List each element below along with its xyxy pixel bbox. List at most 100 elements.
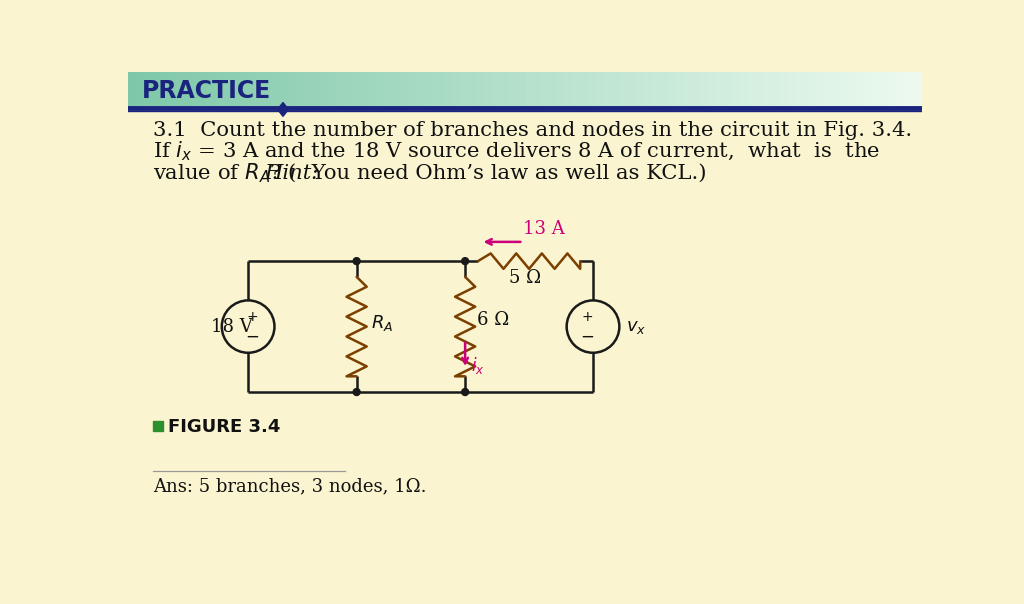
Bar (748, 72, 755, 108)
Bar (168, 72, 176, 108)
Circle shape (462, 388, 469, 396)
Bar (659, 72, 668, 108)
Bar (668, 72, 676, 108)
Bar (279, 72, 287, 108)
Bar (898, 72, 906, 108)
Bar (541, 72, 549, 108)
Bar (350, 72, 358, 108)
Bar (176, 72, 183, 108)
Bar (295, 72, 303, 108)
Bar (581, 72, 589, 108)
Text: value of $R_A$? (: value of $R_A$? ( (153, 162, 296, 185)
Bar (454, 72, 461, 108)
Bar (818, 72, 826, 108)
Bar (215, 72, 223, 108)
Bar (723, 72, 731, 108)
Bar (501, 72, 509, 108)
Bar (422, 72, 430, 108)
Bar (223, 72, 231, 108)
Bar (652, 72, 659, 108)
Bar (270, 72, 279, 108)
Bar (437, 72, 445, 108)
Bar (461, 72, 469, 108)
Bar (739, 72, 748, 108)
Circle shape (353, 258, 360, 265)
Text: $v_x$: $v_x$ (626, 318, 646, 336)
Bar (406, 72, 414, 108)
Bar (485, 72, 494, 108)
Polygon shape (278, 103, 289, 117)
Bar (327, 72, 334, 108)
Bar (263, 72, 271, 108)
Bar (612, 72, 621, 108)
Bar (588, 72, 596, 108)
Circle shape (462, 258, 469, 265)
Bar (494, 72, 501, 108)
Text: $i_x$: $i_x$ (471, 355, 485, 376)
Bar (763, 72, 771, 108)
Text: −: − (245, 327, 259, 345)
Bar (676, 72, 684, 108)
Bar (620, 72, 628, 108)
Text: FIGURE 3.4: FIGURE 3.4 (168, 418, 281, 435)
Bar (786, 72, 795, 108)
Bar (200, 72, 207, 108)
Circle shape (353, 388, 360, 396)
Bar (708, 72, 715, 108)
Bar (532, 72, 541, 108)
Bar (850, 72, 858, 108)
Bar (160, 72, 168, 108)
Bar (795, 72, 803, 108)
Bar (835, 72, 843, 108)
Text: +: + (246, 310, 258, 324)
Bar (469, 72, 477, 108)
Bar (318, 72, 327, 108)
Bar (152, 72, 160, 108)
Bar (524, 72, 532, 108)
Bar (310, 72, 318, 108)
Bar (287, 72, 295, 108)
Bar (255, 72, 263, 108)
Text: +: + (582, 310, 593, 324)
Text: 13 A: 13 A (523, 220, 565, 238)
Bar (842, 72, 850, 108)
Bar (890, 72, 898, 108)
Bar (549, 72, 557, 108)
Bar (430, 72, 437, 108)
Bar (572, 72, 581, 108)
Bar (445, 72, 454, 108)
Bar (715, 72, 723, 108)
Bar (803, 72, 811, 108)
Bar (374, 72, 382, 108)
Bar (390, 72, 398, 108)
Text: PRACTICE: PRACTICE (142, 79, 271, 103)
Bar (128, 72, 136, 108)
Bar (382, 72, 390, 108)
Bar (207, 72, 215, 108)
Bar (557, 72, 564, 108)
Bar (644, 72, 652, 108)
Text: Ans: 5 branches, 3 nodes, 1Ω.: Ans: 5 branches, 3 nodes, 1Ω. (153, 478, 426, 496)
Bar (397, 72, 406, 108)
Bar (334, 72, 342, 108)
Bar (247, 72, 255, 108)
Bar (628, 72, 636, 108)
Bar (367, 72, 374, 108)
Bar (358, 72, 367, 108)
Bar (183, 72, 191, 108)
Bar (342, 72, 350, 108)
Text: If $i_x$ = 3 A and the 18 V source delivers 8 A of current,  what  is  the: If $i_x$ = 3 A and the 18 V source deliv… (153, 140, 880, 164)
Bar (913, 72, 922, 108)
Text: $R_A$: $R_A$ (371, 313, 393, 333)
Bar (509, 72, 517, 108)
Bar (596, 72, 604, 108)
Bar (684, 72, 691, 108)
Bar (905, 72, 913, 108)
Bar (636, 72, 644, 108)
Bar (699, 72, 708, 108)
Bar (604, 72, 612, 108)
Bar (191, 72, 200, 108)
Bar (143, 72, 152, 108)
Bar (231, 72, 240, 108)
Bar (811, 72, 818, 108)
